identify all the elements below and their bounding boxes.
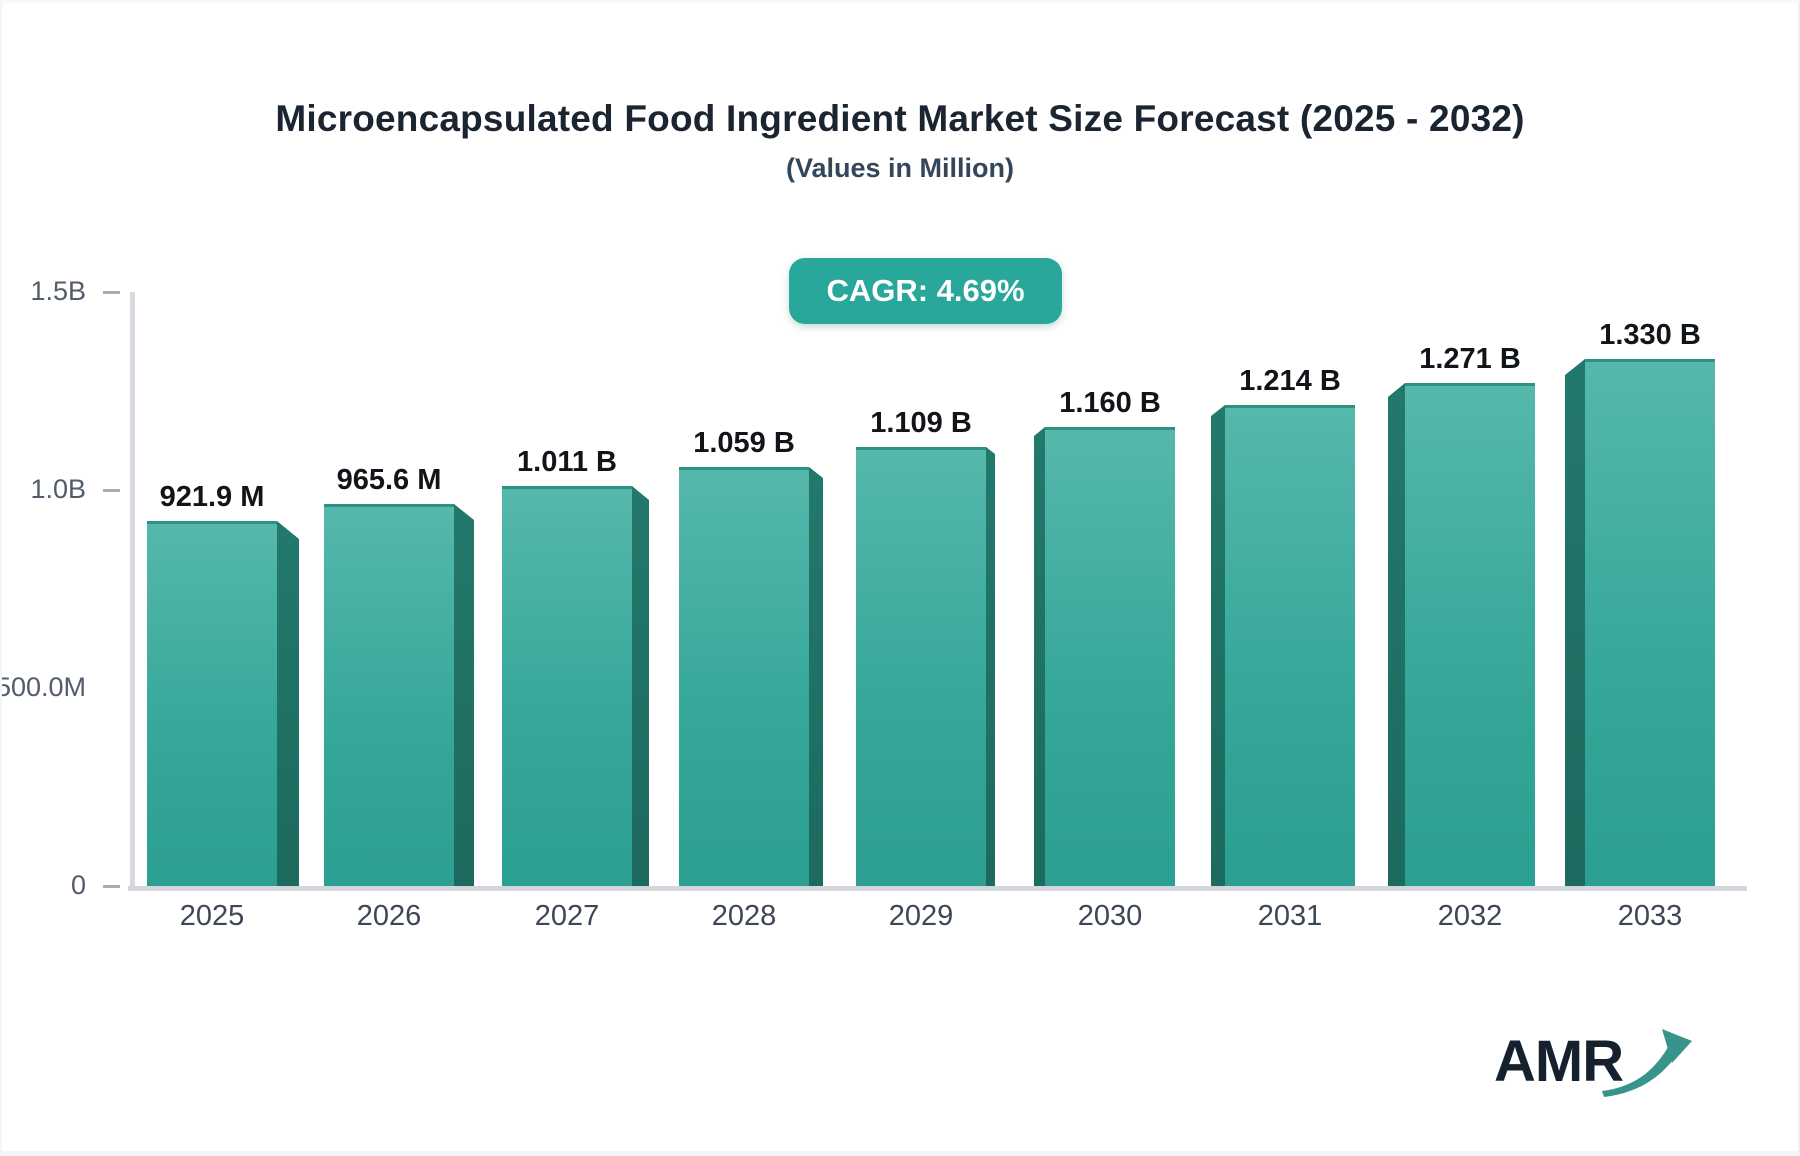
bar-3d-side: [1211, 405, 1225, 886]
bar-2031: [1211, 405, 1355, 886]
x-axis-label: 2029: [888, 900, 954, 932]
y-axis-label: 1.0B: [30, 474, 86, 504]
bar-face: [679, 467, 809, 886]
bar-2026: [324, 504, 474, 886]
x-axis-label: 2033: [1617, 900, 1683, 932]
bar-value-label: 1.214 B: [1239, 365, 1341, 397]
bar-3d-side: [454, 504, 474, 886]
y-axis-label: 1.5B: [30, 276, 86, 306]
bar-face: [502, 486, 632, 886]
y-axis-tick: [103, 885, 120, 888]
bar-value-label: 965.6 M: [336, 464, 442, 496]
bar-face: [856, 447, 986, 886]
amr-logo: AMR: [1494, 1029, 1692, 1097]
chart-title: Microencapsulated Food Ingredient Market…: [275, 98, 1525, 139]
x-axis-label: 2032: [1437, 900, 1503, 932]
x-axis-label: 2026: [356, 900, 422, 932]
bar-face: [1585, 359, 1715, 886]
bar-value-label: 1.109 B: [870, 407, 972, 439]
bar-3d-side: [986, 447, 995, 886]
y-axis-line: [130, 292, 135, 889]
y-axis-tick: [103, 291, 120, 294]
bar-3d-side: [632, 486, 649, 886]
bar-value-label: 921.9 M: [159, 481, 265, 513]
y-axis-label: 500.0M: [0, 672, 86, 702]
bar-face: [1405, 383, 1535, 886]
chart-subtitle: (Values in Million): [785, 153, 1015, 183]
y-axis-label: 0: [70, 870, 86, 900]
bar-face: [1225, 405, 1355, 886]
x-axis-label: 2027: [534, 900, 600, 932]
bar-2030: [1034, 427, 1175, 886]
bar-3d-side: [809, 467, 823, 886]
cagr-badge: CAGR: 4.69%: [789, 258, 1062, 324]
x-axis-label: 2025: [179, 900, 245, 932]
bar-value-label: 1.271 B: [1419, 343, 1521, 375]
bar-2027: [502, 486, 649, 886]
bar-3d-side: [1034, 427, 1045, 886]
bar-face: [324, 504, 454, 886]
bar-2028: [679, 467, 823, 886]
bar-2032: [1388, 383, 1535, 886]
bar-value-label: 1.160 B: [1059, 387, 1161, 419]
bar-value-label: 1.059 B: [693, 427, 795, 459]
x-axis-label: 2028: [711, 900, 777, 932]
trend-up-arrow-head: [1662, 1029, 1692, 1063]
bar-3d-side: [1565, 359, 1585, 886]
x-axis-label: 2031: [1257, 900, 1323, 932]
bar-3d-side: [1388, 383, 1405, 886]
bar-2025: [147, 521, 299, 886]
bar-value-label: 1.011 B: [517, 446, 617, 478]
bar-face: [1045, 427, 1175, 886]
y-axis-tick: [103, 489, 120, 492]
bar-3d-side: [277, 521, 299, 886]
bar-2033: [1565, 359, 1715, 886]
bar-2029: [856, 447, 995, 886]
bar-face: [147, 521, 277, 886]
x-axis-baseline: [128, 886, 1747, 891]
x-axis-label: 2030: [1077, 900, 1143, 932]
bar-value-label: 1.330 B: [1599, 319, 1701, 351]
amr-logo-text: AMR: [1494, 1029, 1623, 1094]
